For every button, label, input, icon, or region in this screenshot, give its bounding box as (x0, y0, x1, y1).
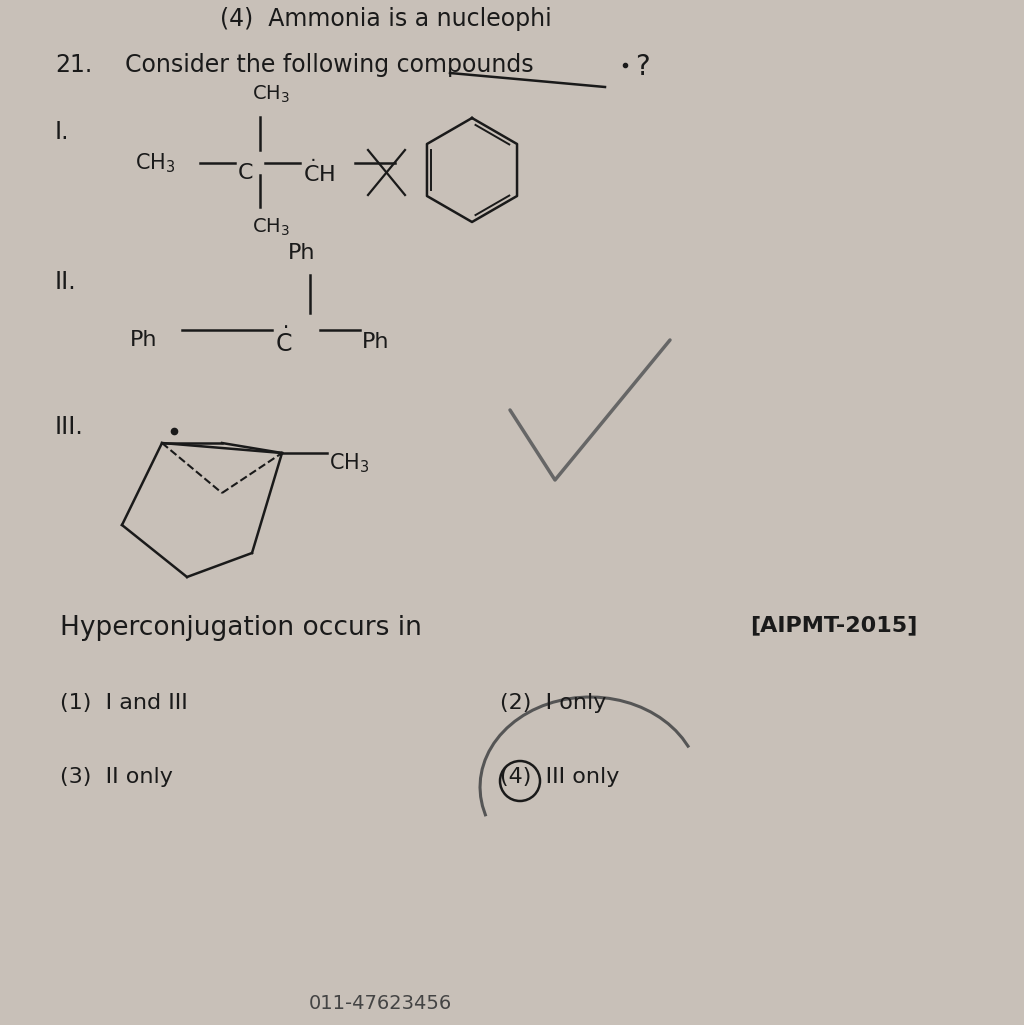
Text: C: C (238, 163, 254, 183)
Text: Ph: Ph (130, 330, 158, 350)
Text: III.: III. (55, 415, 84, 439)
Text: I.: I. (55, 120, 70, 144)
Text: [AIPMT-2015]: [AIPMT-2015] (750, 615, 918, 636)
Text: 011-47623456: 011-47623456 (308, 994, 452, 1013)
Text: CH$_3$: CH$_3$ (252, 84, 290, 105)
Text: (4)  III only: (4) III only (500, 767, 620, 787)
Text: CH$_3$: CH$_3$ (135, 152, 175, 175)
Text: (4)  Ammonia is a nucleophi: (4) Ammonia is a nucleophi (220, 7, 552, 31)
Text: II.: II. (55, 270, 77, 294)
Text: ?: ? (635, 53, 650, 81)
Text: $\dot{\rm C}$H: $\dot{\rm C}$H (303, 160, 335, 187)
Text: Ph: Ph (288, 243, 315, 263)
Text: CH$_3$: CH$_3$ (252, 217, 290, 238)
Text: 21.: 21. (55, 53, 92, 77)
Text: Consider the following compounds: Consider the following compounds (125, 53, 534, 77)
Text: (1)  I and III: (1) I and III (60, 693, 187, 713)
Text: (2)  I only: (2) I only (500, 693, 606, 713)
Text: (3)  II only: (3) II only (60, 767, 173, 787)
Text: CH$_3$: CH$_3$ (329, 451, 370, 475)
Text: Ph: Ph (362, 332, 389, 352)
Text: $\dot{\rm C}$: $\dot{\rm C}$ (275, 327, 292, 357)
Text: Hyperconjugation occurs in: Hyperconjugation occurs in (60, 615, 422, 641)
